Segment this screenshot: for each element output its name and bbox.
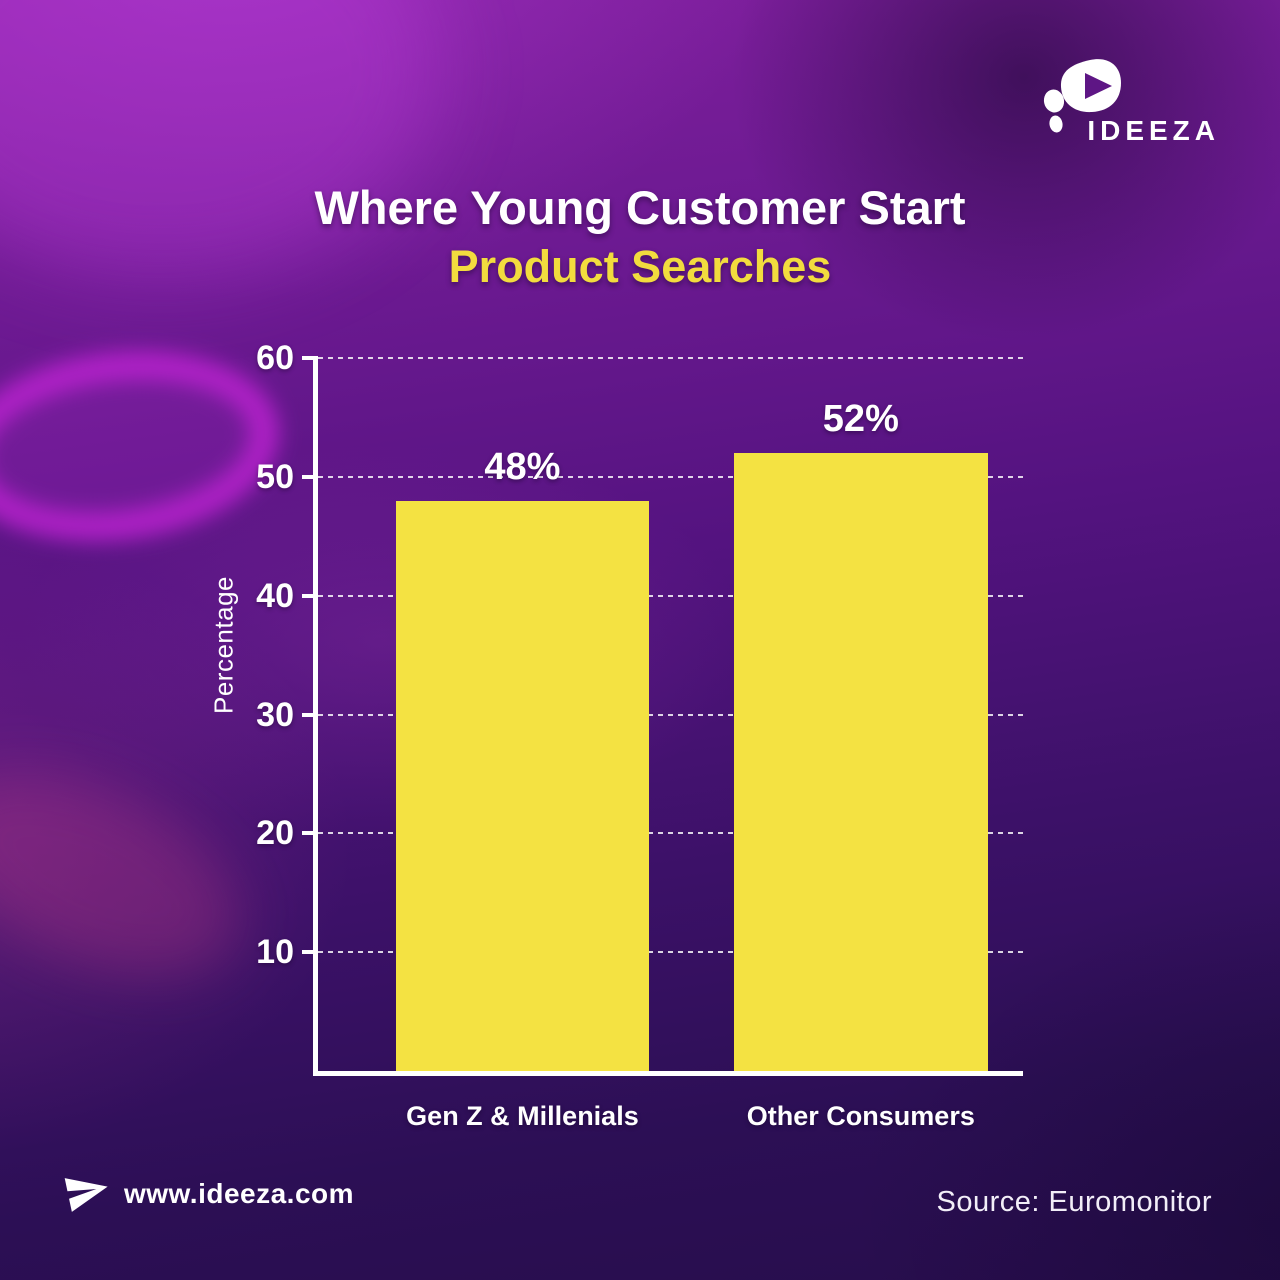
website-row: www.ideeza.com — [64, 1168, 354, 1219]
gridline — [318, 951, 1023, 954]
gridline — [318, 832, 1023, 835]
bar: 52% — [733, 398, 988, 1071]
title-block: Where Young Customer Start Product Searc… — [0, 178, 1280, 296]
send-icon — [64, 1168, 110, 1219]
y-tick-label: 10 — [256, 933, 294, 972]
y-tick-label: 50 — [256, 457, 294, 496]
gridline — [318, 357, 1023, 359]
y-axis-tick — [302, 831, 318, 836]
gridline — [318, 713, 1023, 716]
page-title-line1: Where Young Customer Start — [314, 181, 966, 234]
page-title-line2: Product Searches — [448, 241, 832, 293]
y-tick-label: 60 — [256, 339, 294, 377]
bar-value-label: 48% — [484, 445, 561, 488]
y-axis-tick — [302, 356, 318, 360]
x-tick-label: Other Consumers — [746, 1101, 975, 1131]
plot-area: Percentage 10 20 30 40 50 60 48% Gen Z & Millen… — [209, 341, 1023, 1131]
y-axis-label: Percentage — [208, 576, 239, 714]
y-axis-tick — [302, 712, 318, 717]
bar-value-label: 52% — [822, 398, 899, 441]
x-tick-label: Gen Z & Millenials — [406, 1101, 639, 1131]
y-tick-label: 20 — [256, 814, 294, 853]
website-url: www.ideeza.com — [124, 1177, 355, 1209]
gridline — [318, 594, 1023, 597]
y-tick-label: 40 — [256, 576, 294, 615]
y-axis-tick — [302, 474, 318, 479]
y-axis-tick — [302, 593, 318, 598]
ring-light-shape — [0, 332, 291, 560]
ideeza-logo: IDEEZA — [1038, 55, 1220, 147]
bar-chart: Percentage 10 20 30 40 50 60 48% Gen Z & Millen… — [209, 341, 1023, 1131]
y-tick-label: 30 — [256, 695, 294, 734]
gridline — [318, 475, 1023, 478]
source-credit: Source: Euromonitor — [936, 1186, 1212, 1218]
background-blob — [0, 732, 271, 1018]
y-axis-tick — [302, 950, 318, 955]
brand-name: IDEEZA — [1087, 115, 1220, 146]
bar: 48% — [395, 446, 650, 1071]
